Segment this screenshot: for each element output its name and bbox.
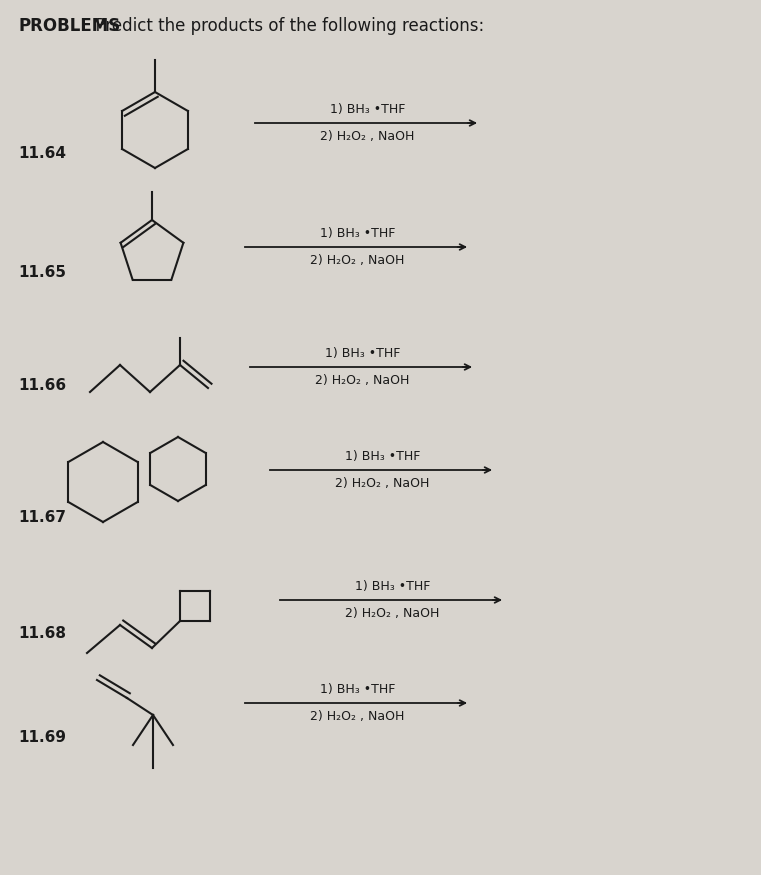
Text: 2) H₂O₂ , NaOH: 2) H₂O₂ , NaOH bbox=[315, 374, 409, 387]
Text: 11.64: 11.64 bbox=[18, 145, 66, 160]
Text: 1) BH₃ •THF: 1) BH₃ •THF bbox=[345, 450, 420, 463]
Text: PROBLEMS: PROBLEMS bbox=[18, 17, 120, 35]
Text: 2) H₂O₂ , NaOH: 2) H₂O₂ , NaOH bbox=[345, 607, 440, 620]
Text: Predict the products of the following reactions:: Predict the products of the following re… bbox=[85, 17, 484, 35]
Text: 11.68: 11.68 bbox=[18, 626, 66, 640]
Text: 11.67: 11.67 bbox=[18, 509, 66, 524]
Text: 1) BH₃ •THF: 1) BH₃ •THF bbox=[355, 580, 430, 593]
Text: 2) H₂O₂ , NaOH: 2) H₂O₂ , NaOH bbox=[310, 710, 405, 723]
Text: 1) BH₃ •THF: 1) BH₃ •THF bbox=[320, 227, 395, 240]
Text: 1) BH₃ •THF: 1) BH₃ •THF bbox=[325, 347, 400, 360]
Text: 11.66: 11.66 bbox=[18, 377, 66, 393]
Text: 2) H₂O₂ , NaOH: 2) H₂O₂ , NaOH bbox=[320, 130, 415, 143]
Text: 1) BH₃ •THF: 1) BH₃ •THF bbox=[320, 683, 395, 696]
Text: 2) H₂O₂ , NaOH: 2) H₂O₂ , NaOH bbox=[310, 254, 405, 267]
Text: 11.69: 11.69 bbox=[18, 730, 66, 745]
Text: 1) BH₃ •THF: 1) BH₃ •THF bbox=[330, 103, 405, 116]
Text: 2) H₂O₂ , NaOH: 2) H₂O₂ , NaOH bbox=[336, 477, 430, 490]
Text: 11.65: 11.65 bbox=[18, 264, 66, 279]
